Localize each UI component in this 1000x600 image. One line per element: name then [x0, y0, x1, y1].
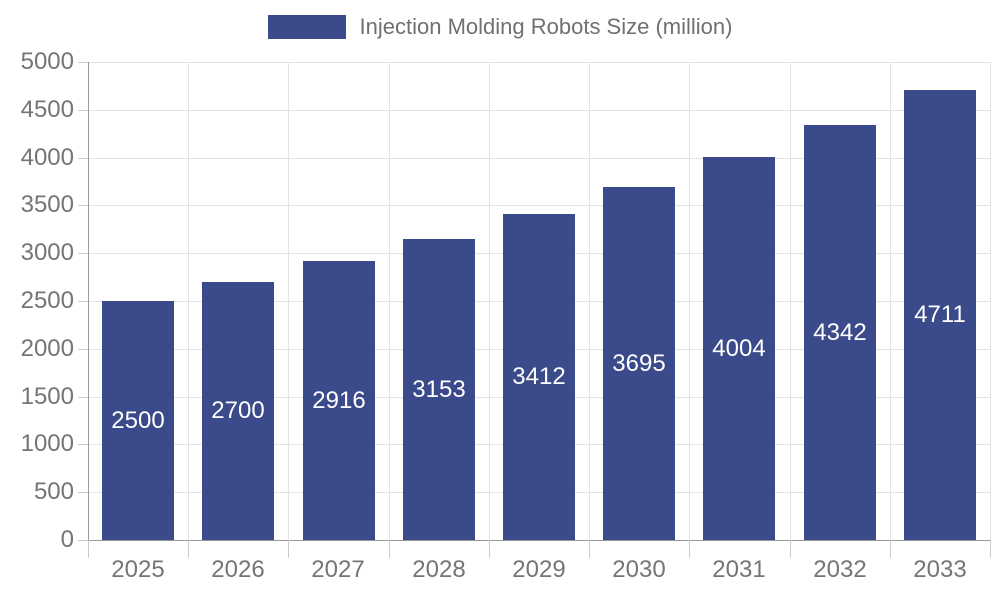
- bar-2031[interactable]: 4004: [703, 157, 775, 540]
- x-axis-label: 2028: [412, 556, 466, 583]
- x-axis-tick: [990, 540, 991, 558]
- bar-2033[interactable]: 4711: [904, 90, 976, 540]
- x-axis-label: 2025: [111, 556, 165, 583]
- y-axis-tick: [78, 205, 88, 206]
- gridline-v: [990, 62, 991, 540]
- bar-value-label: 2700: [211, 397, 265, 424]
- bar-2032[interactable]: 4342: [804, 125, 876, 540]
- y-axis-label: 4000: [20, 144, 74, 171]
- y-axis-tick: [78, 540, 88, 541]
- bar-value-label: 4342: [813, 318, 867, 346]
- bar-value-label: 3412: [512, 363, 566, 390]
- x-axis-tick: [389, 540, 390, 558]
- y-axis-label: 1500: [20, 383, 74, 410]
- y-axis-label: 5000: [20, 48, 74, 75]
- y-axis-line: [88, 62, 89, 540]
- x-axis-label: 2027: [311, 556, 365, 583]
- gridline-h: [88, 205, 990, 206]
- x-axis-label: 2030: [612, 556, 666, 583]
- x-axis-tick: [188, 540, 189, 558]
- y-axis-tick: [78, 349, 88, 350]
- y-axis-label: 1000: [20, 430, 74, 457]
- y-axis-tick: [78, 444, 88, 445]
- y-axis-tick: [78, 253, 88, 254]
- gridline-v: [890, 62, 891, 540]
- x-axis-tick: [890, 540, 891, 558]
- y-axis-tick: [78, 158, 88, 159]
- bar-value-label: 4004: [712, 334, 766, 362]
- legend-swatch: [267, 15, 346, 39]
- plot-area: 2500 2700 2916 3153 3412 3695 4004 4342 4711: [88, 62, 991, 540]
- y-axis-tick: [78, 397, 88, 398]
- bar-2030[interactable]: 3695: [603, 187, 675, 540]
- bar-2026[interactable]: 2700: [202, 282, 274, 540]
- legend-label: Injection Molding Robots Size (million): [359, 14, 733, 39]
- x-axis-label: 2032: [813, 556, 867, 583]
- bar-value-label: 3153: [412, 375, 466, 403]
- x-axis-label: 2031: [712, 556, 766, 583]
- x-axis-label: 2026: [211, 556, 265, 583]
- bar-2029[interactable]: 3412: [503, 214, 575, 540]
- y-axis-tick: [78, 62, 88, 63]
- gridline-h: [88, 158, 990, 159]
- gridline-h: [88, 110, 990, 111]
- x-axis-label: 2033: [913, 556, 967, 583]
- y-axis-label: 0: [60, 526, 74, 553]
- x-axis-line: [88, 540, 991, 541]
- gridline-v: [389, 62, 390, 540]
- bar-value-label: 3695: [612, 349, 666, 377]
- legend-item[interactable]: Injection Molding Robots Size (million): [0, 14, 1000, 40]
- bar-value-label: 2500: [111, 406, 165, 434]
- y-axis-label: 3500: [20, 191, 74, 218]
- y-axis-label: 2000: [20, 335, 74, 362]
- gridline-h: [88, 62, 990, 63]
- bar-2025[interactable]: 2500: [102, 301, 174, 540]
- y-axis-tick: [78, 301, 88, 302]
- y-axis-label: 4500: [20, 96, 74, 123]
- y-axis-label: 3000: [20, 239, 74, 266]
- y-axis-label: 2500: [20, 287, 74, 314]
- bar-2027[interactable]: 2916: [303, 261, 375, 540]
- x-axis-tick: [790, 540, 791, 558]
- y-axis-tick: [78, 492, 88, 493]
- gridline-v: [790, 62, 791, 540]
- bar-2028[interactable]: 3153: [403, 239, 475, 540]
- gridline-v: [288, 62, 289, 540]
- x-axis-tick: [689, 540, 690, 558]
- x-axis-tick: [589, 540, 590, 558]
- gridline-v: [689, 62, 690, 540]
- gridline-v: [188, 62, 189, 540]
- gridline-v: [589, 62, 590, 540]
- bar-value-label: 4711: [914, 301, 966, 328]
- x-axis-tick: [288, 540, 289, 558]
- bar-value-label: 2916: [312, 386, 366, 414]
- x-axis-tick: [489, 540, 490, 558]
- y-axis-tick: [78, 110, 88, 111]
- x-axis-label: 2029: [512, 556, 566, 583]
- y-axis-label: 500: [33, 478, 74, 505]
- x-axis-tick: [88, 540, 89, 558]
- gridline-v: [489, 62, 490, 540]
